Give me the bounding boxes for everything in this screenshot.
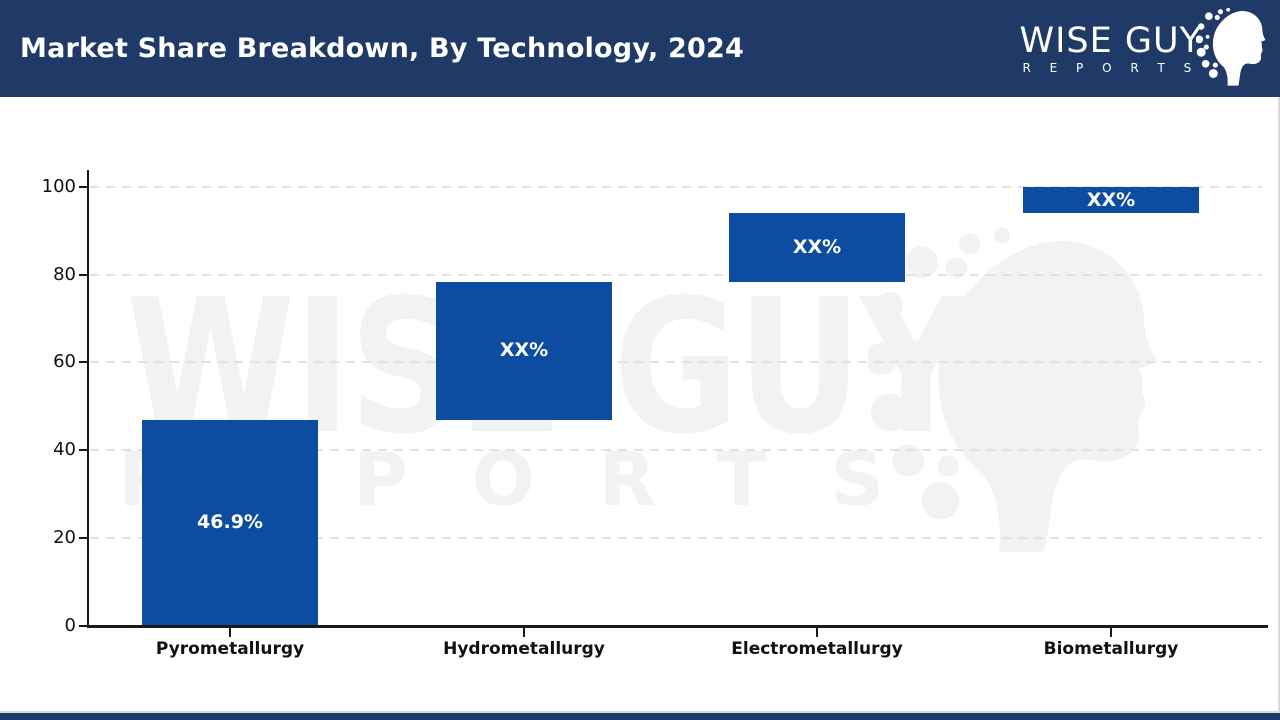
x-axis-category-label: Hydrometallurgy: [443, 639, 605, 659]
x-axis-tick: [816, 628, 818, 637]
gridline: [90, 361, 1262, 364]
gridline: [90, 273, 1262, 276]
y-axis-tick-label: 20: [53, 526, 76, 548]
x-axis-line: [87, 625, 1268, 628]
bar-value-label: XX%: [499, 339, 549, 362]
logo-wordmark: WISE GUY R E P O R T S: [1019, 20, 1202, 75]
y-axis-line: [87, 170, 89, 628]
logo-wordmark-line1: WISE GUY: [1019, 20, 1202, 61]
footer-bar: [0, 713, 1280, 720]
y-axis-tick-label: 40: [53, 439, 76, 461]
x-axis-category-label: Biometallurgy: [1043, 639, 1179, 659]
y-axis-tick: [79, 624, 88, 627]
y-axis-tick-label: 80: [53, 263, 76, 285]
bar-biometallurgy: XX%: [1023, 187, 1199, 214]
x-axis-tick: [229, 628, 231, 637]
gridline: [90, 449, 1262, 452]
logo-wordmark-line2: R E P O R T S: [1022, 60, 1199, 75]
x-axis-tick: [523, 628, 525, 637]
y-axis-tick: [79, 186, 88, 188]
chart-title: Market Share Breakdown, By Technology, 2…: [20, 33, 745, 64]
watermark-head-icon: [868, 227, 1158, 552]
bar-pyrometallurgy: 46.9%: [142, 419, 318, 626]
header-bar: Market Share Breakdown, By Technology, 2…: [0, 0, 1280, 97]
y-axis-tick-label: 60: [53, 351, 76, 373]
y-axis-tick-label: 100: [41, 176, 76, 197]
logo-head-icon: [1196, 7, 1266, 86]
y-axis-tick-label: 0: [64, 614, 76, 636]
bar-value-label: XX%: [792, 236, 842, 259]
y-axis-tick: [79, 449, 88, 452]
brand-logo: WISE GUY R E P O R T S: [1019, 0, 1270, 97]
y-axis-tick: [79, 273, 88, 276]
chart-area: WISE GUY REPORTS 0 20 40 60 80 100 46.9% Pyrome…: [0, 97, 1280, 713]
plot-region: 0 20 40 60 80 100 46.9% Pyrometallurgy XX% Hydrom…: [0, 97, 1278, 711]
x-axis-category-label: Pyrometallurgy: [155, 639, 305, 659]
x-axis-category-label: Electrometallurgy: [731, 639, 903, 659]
gridline: [90, 536, 1262, 539]
y-axis-tick: [79, 536, 88, 539]
bar-hydrometallurgy: XX%: [436, 282, 612, 420]
bar-electrometallurgy: XX%: [729, 213, 905, 283]
gridline: [90, 186, 1262, 188]
y-axis-tick: [79, 361, 88, 364]
bar-value-label: 46.9%: [197, 511, 263, 534]
x-axis-tick: [1110, 628, 1112, 637]
bar-value-label: XX%: [1086, 188, 1136, 211]
